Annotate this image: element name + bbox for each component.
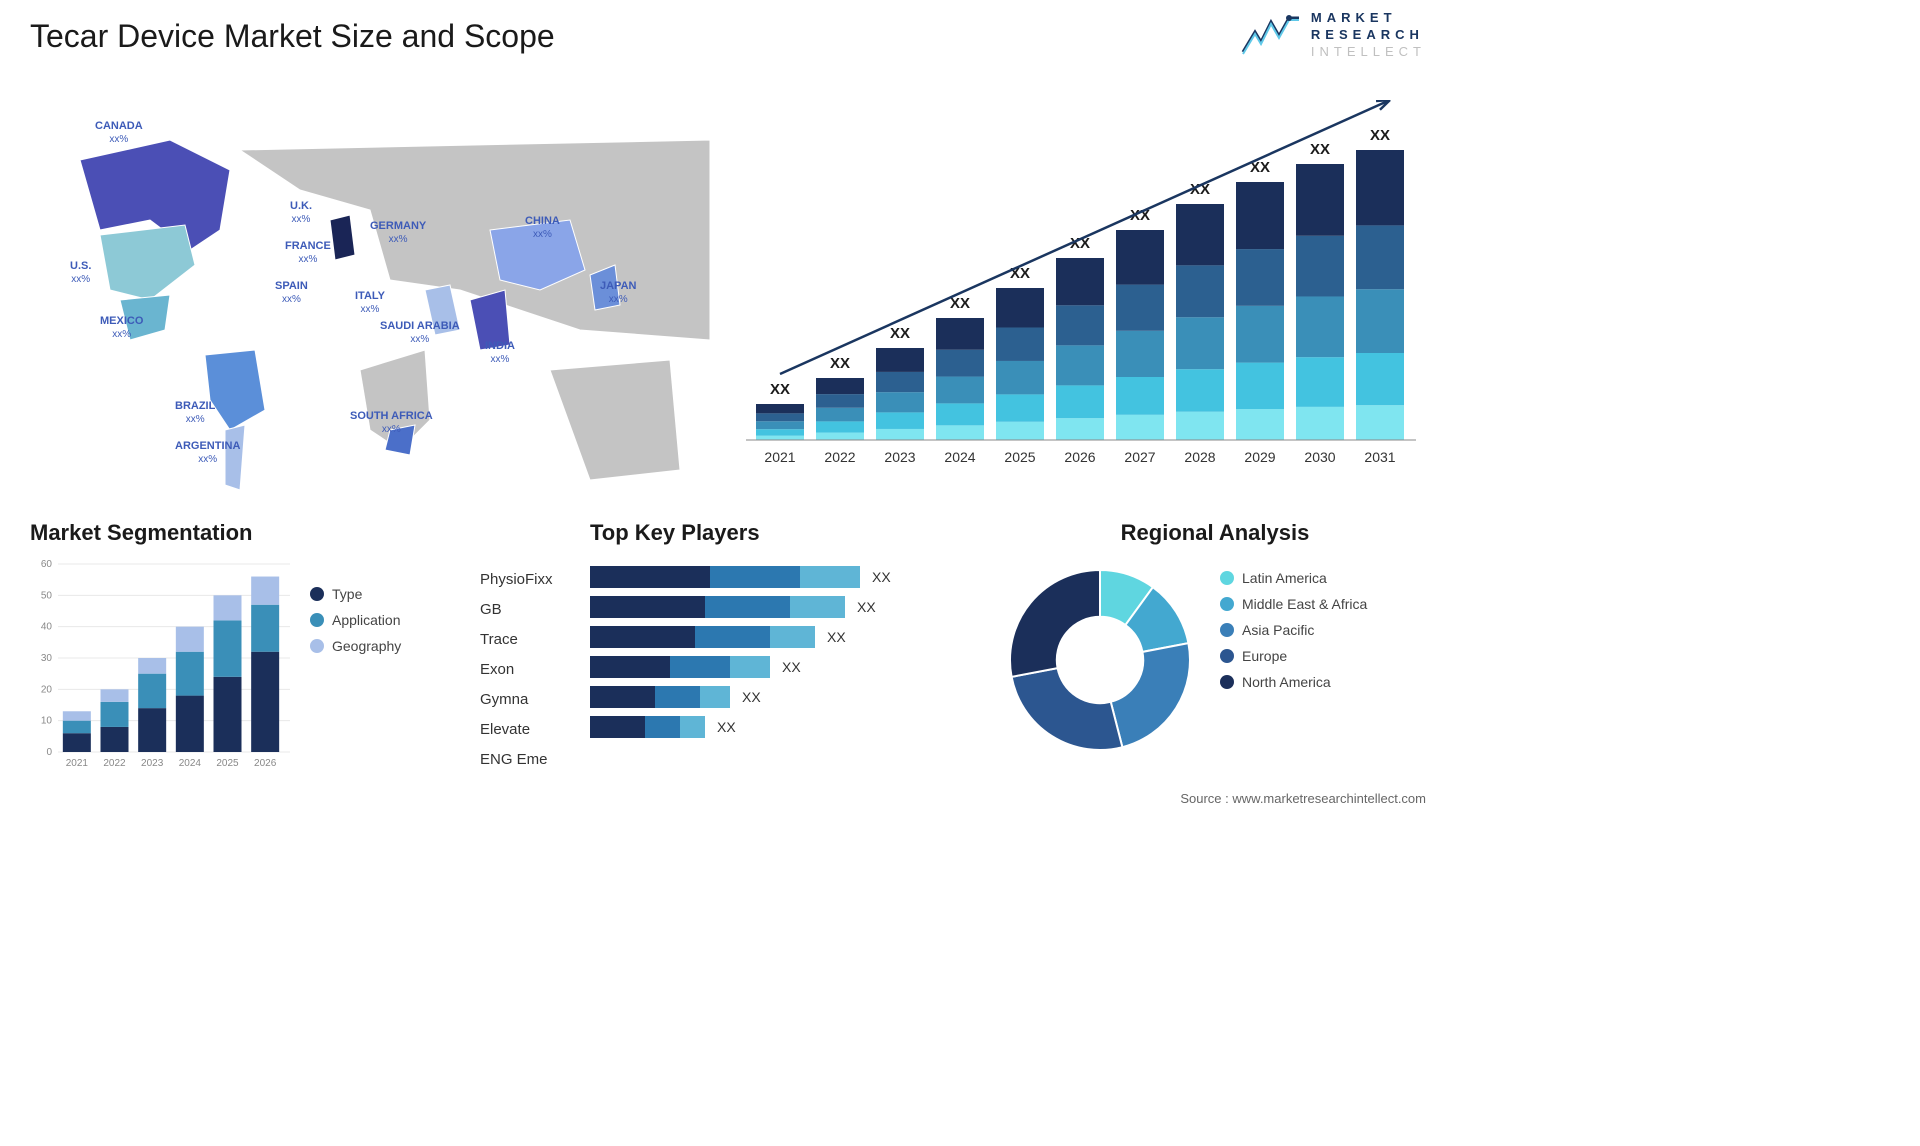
svg-text:0: 0	[46, 747, 52, 758]
svg-text:2024: 2024	[944, 449, 975, 465]
region-legend-north-america: North America	[1220, 674, 1367, 690]
region-legend-middle-east-africa: Middle East & Africa	[1220, 596, 1367, 612]
player-names: PhysioFixxGBTraceExonGymnaElevateENG Eme	[480, 565, 553, 775]
map-label-mexico: MEXICOxx%	[100, 315, 143, 341]
svg-text:30: 30	[41, 653, 53, 664]
svg-text:XX: XX	[742, 689, 761, 705]
growth-bar-chart: XX2021XX2022XX2023XX2024XX2025XX2026XX20…	[746, 100, 1426, 480]
svg-text:2026: 2026	[1064, 449, 1095, 465]
svg-text:2022: 2022	[824, 449, 855, 465]
svg-text:2030: 2030	[1304, 449, 1335, 465]
player-gymna: Gymna	[480, 685, 553, 715]
seg-legend-geography: Geography	[310, 638, 401, 654]
svg-text:2031: 2031	[1364, 449, 1395, 465]
regional-legend: Latin America Middle East & Africa Asia Pa…	[1220, 570, 1367, 700]
map-label-france: FRANCExx%	[285, 240, 331, 266]
world-map: CANADAxx% U.S.xx% MEXICOxx% BRAZILxx% ARGENT…	[30, 90, 730, 490]
player-elevate: Elevate	[480, 715, 553, 745]
source-text: Source : www.marketresearchintellect.com	[1180, 791, 1426, 806]
svg-text:20: 20	[41, 684, 53, 695]
svg-text:2024: 2024	[179, 758, 202, 769]
svg-text:2022: 2022	[103, 758, 126, 769]
map-label-south-africa: SOUTH AFRICAxx%	[350, 410, 433, 436]
map-label-u.s.: U.S.xx%	[70, 260, 91, 286]
map-label-argentina: ARGENTINAxx%	[175, 440, 240, 466]
svg-text:2021: 2021	[66, 758, 89, 769]
regional-section: Regional Analysis Latin AmericaMiddle Ea…	[1000, 520, 1430, 556]
svg-text:2025: 2025	[1004, 449, 1035, 465]
map-label-brazil: BRAZILxx%	[175, 400, 215, 426]
svg-text:XX: XX	[890, 325, 910, 342]
logo-icon	[1241, 10, 1301, 60]
region-legend-europe: Europe	[1220, 648, 1367, 664]
logo-line1: MARKET	[1311, 10, 1426, 27]
svg-text:50: 50	[41, 590, 53, 601]
brand-logo: MARKET RESEARCH INTELLECT	[1241, 10, 1426, 61]
segmentation-legend: Type Application Geography	[310, 586, 401, 664]
svg-text:2026: 2026	[254, 758, 277, 769]
segmentation-chart: 0 10 20 30 40 50 60 2021 2022 2023 2024 2025 2026	[30, 556, 290, 776]
region-legend-latin-america: Latin America	[1220, 570, 1367, 586]
seg-legend-application: Application	[310, 612, 401, 628]
svg-text:XX: XX	[1370, 127, 1390, 144]
regional-title: Regional Analysis	[1000, 520, 1430, 546]
svg-text:40: 40	[41, 622, 53, 633]
map-label-canada: CANADAxx%	[95, 120, 143, 146]
players-chart: XX XX XX XX XX XX	[590, 556, 950, 766]
svg-text:XX: XX	[717, 719, 736, 735]
svg-text:2023: 2023	[884, 449, 915, 465]
players-section: PhysioFixxGBTraceExonGymnaElevateENG Eme…	[480, 520, 990, 771]
svg-text:XX: XX	[857, 599, 876, 615]
svg-text:2021: 2021	[764, 449, 795, 465]
svg-text:60: 60	[41, 559, 53, 570]
player-physiofixx: PhysioFixx	[480, 565, 553, 595]
svg-text:2027: 2027	[1124, 449, 1155, 465]
map-label-u.k.: U.K.xx%	[290, 200, 312, 226]
map-label-china: CHINAxx%	[525, 215, 560, 241]
svg-text:XX: XX	[872, 569, 891, 585]
map-label-germany: GERMANYxx%	[370, 220, 426, 246]
map-label-india: INDIAxx%	[485, 340, 515, 366]
logo-line2: RESEARCH	[1311, 27, 1426, 44]
svg-text:XX: XX	[830, 355, 850, 372]
svg-text:2025: 2025	[216, 758, 239, 769]
seg-legend-type: Type	[310, 586, 401, 602]
map-label-saudi-arabia: SAUDI ARABIAxx%	[380, 320, 460, 346]
svg-text:XX: XX	[782, 659, 801, 675]
svg-text:2029: 2029	[1244, 449, 1275, 465]
regional-donut	[1000, 560, 1200, 760]
svg-text:XX: XX	[1310, 141, 1330, 158]
svg-text:XX: XX	[827, 629, 846, 645]
players-title: Top Key Players	[590, 520, 950, 546]
logo-line3: INTELLECT	[1311, 44, 1426, 61]
svg-text:XX: XX	[770, 381, 790, 398]
player-eng-eme: ENG Eme	[480, 745, 553, 775]
svg-text:2023: 2023	[141, 758, 164, 769]
player-gb: GB	[480, 595, 553, 625]
player-exon: Exon	[480, 655, 553, 685]
svg-text:10: 10	[41, 716, 53, 727]
region-legend-asia-pacific: Asia Pacific	[1220, 622, 1367, 638]
map-label-spain: SPAINxx%	[275, 280, 308, 306]
map-label-japan: JAPANxx%	[600, 280, 636, 306]
player-trace: Trace	[480, 625, 553, 655]
map-label-italy: ITALYxx%	[355, 290, 385, 316]
page-title: Tecar Device Market Size and Scope	[30, 18, 555, 55]
svg-text:2028: 2028	[1184, 449, 1215, 465]
